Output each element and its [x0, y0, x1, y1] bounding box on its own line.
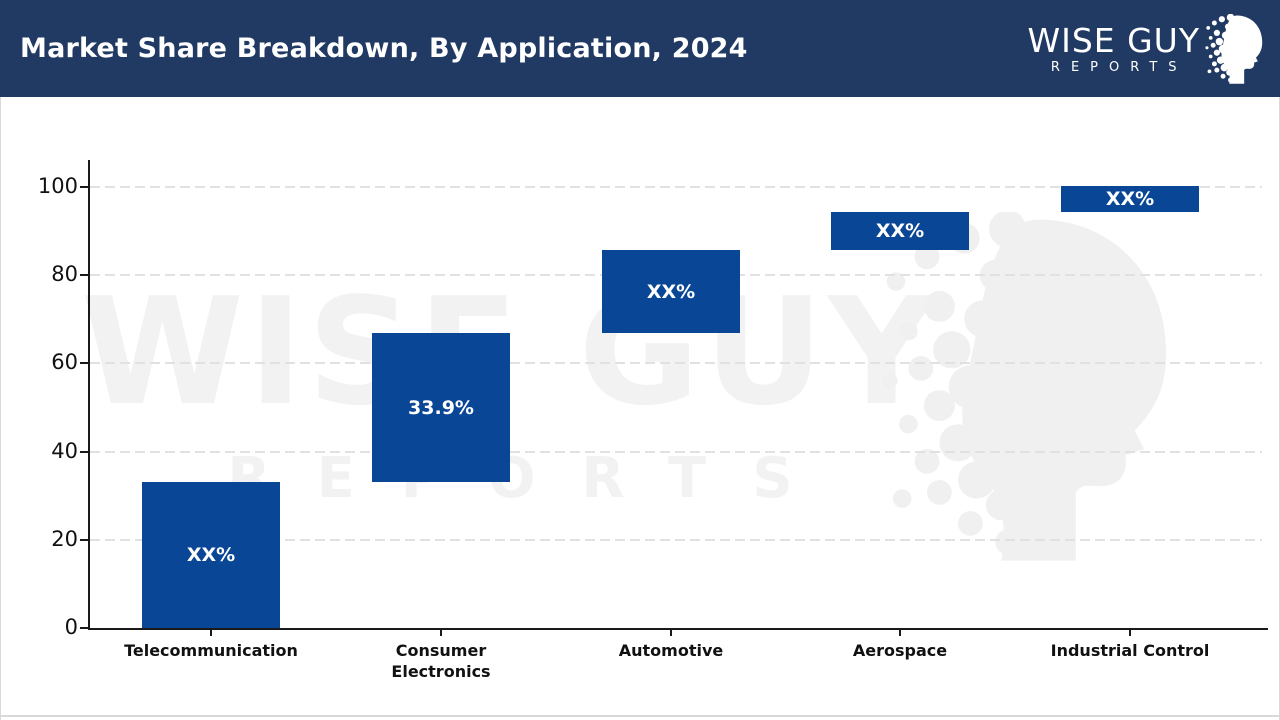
- y-tick-label-80: 80: [51, 262, 78, 287]
- gridline-40: [90, 450, 1262, 453]
- gridline-20: [90, 538, 1262, 541]
- header: Market Share Breakdown, By Application, …: [0, 0, 1280, 97]
- logo-face-icon: [1205, 13, 1263, 84]
- x-tick-consumer-electronics: [440, 628, 442, 636]
- chart-title: Market Share Breakdown, By Application, …: [20, 33, 748, 64]
- y-tick-label-20: 20: [51, 526, 78, 551]
- y-tick-100: [80, 186, 88, 188]
- y-tick-40: [80, 450, 88, 453]
- bar-value-label: XX%: [646, 280, 696, 303]
- y-tick-60: [80, 362, 88, 365]
- y-tick-label-0: 0: [64, 615, 78, 639]
- y-tick-label-100: 100: [37, 174, 78, 198]
- frame-left-hairline: [0, 97, 1, 720]
- bar-automotive: XX%: [602, 250, 740, 333]
- x-tick-telecommunication: [210, 628, 212, 636]
- x-category-label-telecommunication: Telecommunication: [124, 641, 298, 660]
- bar-value-label: 33.9%: [408, 396, 474, 419]
- x-category-label-automotive: Automotive: [618, 641, 724, 660]
- bar-consumer-electronics: 33.9%: [372, 332, 510, 483]
- logo-line2: REPORTS: [1050, 59, 1188, 75]
- logo-line1: WISE GUY: [1027, 20, 1200, 60]
- bar-aerospace: XX%: [831, 212, 969, 251]
- bar-industrial-control: XX%: [1061, 185, 1199, 213]
- x-category-label-consumer-electronics: Consumer Electronics: [391, 641, 491, 681]
- bar-value-label: XX%: [875, 220, 925, 243]
- y-tick-label-40: 40: [51, 438, 78, 463]
- y-axis-line: [88, 160, 90, 630]
- y-tick-0: [80, 627, 88, 629]
- bar-value-label: XX%: [1105, 187, 1155, 210]
- x-category-label-aerospace: Aerospace: [852, 641, 948, 660]
- gridline-100: [90, 186, 1262, 188]
- bar-telecommunication: XX%: [142, 482, 280, 628]
- bar-value-label: XX%: [186, 544, 236, 567]
- x-tick-industrial-control: [1129, 628, 1131, 636]
- y-tick-label-60: 60: [51, 350, 78, 375]
- y-tick-20: [80, 538, 88, 541]
- x-category-label-industrial-control: Industrial Control: [1050, 641, 1210, 660]
- x-tick-aerospace: [899, 628, 901, 636]
- gridline-60: [90, 362, 1262, 365]
- y-tick-80: [80, 274, 88, 277]
- wise-guy-logo: WISE GUY REPORTS: [1027, 13, 1264, 84]
- logo-wordmark: WISE GUY REPORTS: [1027, 20, 1200, 75]
- x-axis-line: [88, 628, 1268, 630]
- frame-bottom-hairline: [0, 715, 1280, 717]
- x-tick-automotive: [670, 628, 672, 636]
